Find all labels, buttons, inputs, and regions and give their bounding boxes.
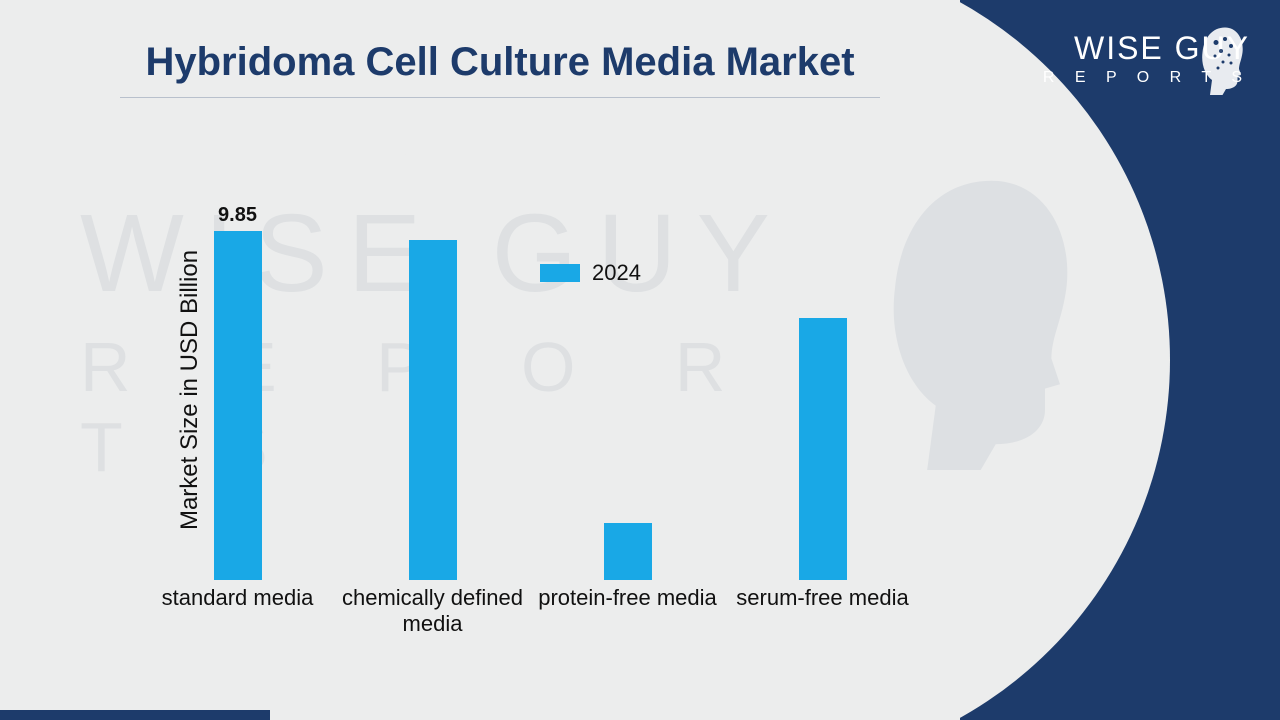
chart-title: Hybridoma Cell Culture Media Market — [120, 40, 880, 98]
bar-column: 9.85 — [140, 204, 335, 580]
brand-head-icon — [1190, 25, 1250, 95]
bars-container: 9.85 — [140, 160, 920, 580]
x-axis-label: standard media — [140, 585, 335, 638]
bar-value-label: 9.85 — [218, 204, 257, 227]
plot-area: 9.85 — [140, 160, 920, 580]
x-axis-label: chemically defined media — [335, 585, 530, 638]
x-axis-label: serum-free media — [725, 585, 920, 638]
x-axis-labels: standard mediachemically defined mediapr… — [140, 585, 920, 638]
bar — [409, 240, 457, 580]
bar — [214, 231, 262, 580]
bar-column — [725, 292, 920, 580]
bar — [604, 523, 652, 580]
legend-swatch — [540, 264, 580, 282]
bar-column — [530, 497, 725, 580]
bar-column — [335, 214, 530, 580]
footer-accent-bar — [0, 710, 270, 720]
legend-label: 2024 — [592, 260, 641, 286]
legend: 2024 — [540, 260, 641, 286]
bar-chart: Market Size in USD Billion 9.85 standard… — [110, 140, 930, 640]
x-axis-label: protein-free media — [530, 585, 725, 638]
canvas: WISE GUY R E P O R T S Hybridoma Cell Cu… — [0, 0, 1280, 720]
bar — [799, 318, 847, 580]
